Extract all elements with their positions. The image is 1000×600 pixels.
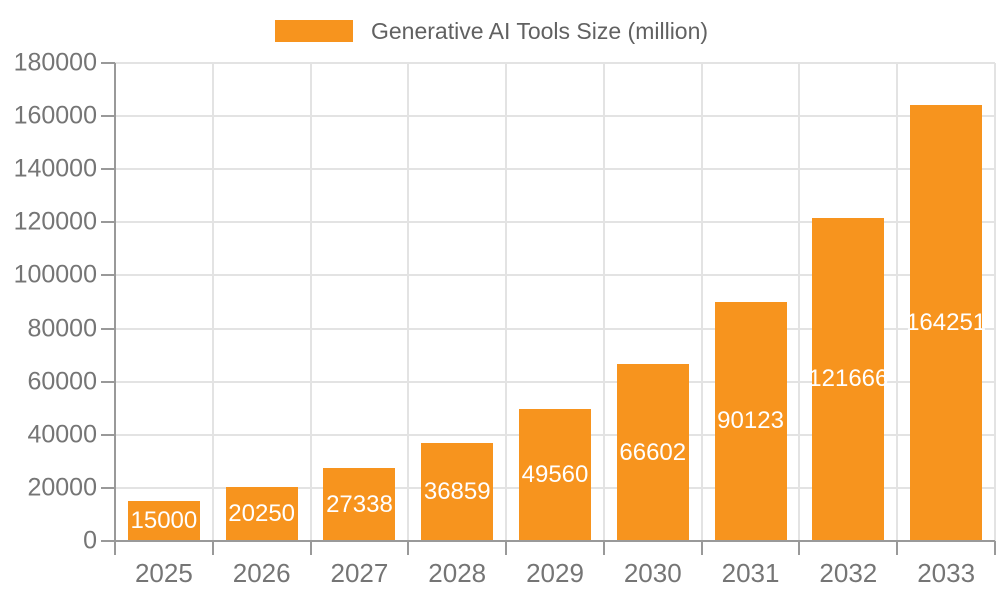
bar-value-label: 27338 [326,490,393,518]
y-axis-label: 0 [83,526,97,555]
bar[interactable] [616,364,689,541]
x-axis-label: 2027 [330,558,389,588]
y-axis-tick [101,274,115,277]
bar[interactable] [421,443,494,541]
bar-value-label: 36859 [423,478,491,506]
x-axis-tick [700,541,703,555]
h-gridline [115,274,995,277]
v-gridline [896,63,899,541]
x-axis-tick [798,541,801,555]
bar-value-label: 15000 [130,507,198,535]
y-axis-tick [101,380,115,383]
bar[interactable] [714,301,787,541]
y-axis-label: 40000 [27,420,97,449]
bar-value-label: 164251 [906,308,987,336]
bar[interactable] [519,409,591,541]
h-gridline [115,168,995,171]
x-axis-label: 2028 [428,558,487,588]
x-axis-tick [211,541,214,555]
bar[interactable] [127,501,200,541]
y-axis-tick [101,62,115,64]
x-axis-tick [994,541,996,555]
bar-value-label: 66602 [619,438,687,466]
bar[interactable] [225,487,298,541]
y-axis-label: 120000 [13,207,97,236]
y-axis-tick [101,433,115,436]
x-axis-tick [309,541,312,555]
x-axis-label: 2030 [623,558,682,588]
v-gridline [700,63,703,541]
bar[interactable] [323,468,396,541]
x-axis-label: 2033 [917,558,976,588]
bar-value-label: 49560 [521,461,589,489]
x-axis-label: 2031 [721,558,780,588]
v-gridline [211,63,214,541]
x-axis-tick [407,541,410,555]
bar[interactable] [812,217,885,541]
v-gridline [798,63,801,541]
h-gridline [115,221,995,224]
x-axis-label: 2026 [232,558,291,588]
v-gridline [602,63,605,541]
legend[interactable]: Generative AI Tools Size (million) [275,17,708,45]
h-gridline [115,115,995,118]
legend-label: Generative AI Tools Size (million) [371,18,709,44]
h-gridline [115,380,995,383]
bar-value-label: 20250 [228,500,296,528]
x-axis-line [101,540,995,542]
x-axis-label: 2025 [134,558,193,588]
y-axis-tick [101,221,115,224]
v-gridline [407,63,410,541]
h-gridline [115,327,995,330]
y-axis-label: 100000 [13,260,97,289]
y-axis-tick [101,115,115,118]
x-axis-label: 2029 [526,558,584,588]
y-axis-label: 180000 [13,48,97,77]
v-gridline [505,63,508,541]
x-axis-tick [505,541,508,555]
v-gridline [309,63,312,541]
bar[interactable] [910,104,983,541]
legend-swatch [275,20,353,42]
y-axis-label: 160000 [13,101,97,130]
y-axis-tick [101,168,115,171]
h-gridline [115,62,995,64]
y-axis-label: 80000 [27,314,97,343]
y-axis-label: 60000 [27,367,97,396]
bar-value-label: 121666 [808,365,889,393]
x-axis-tick [896,541,899,555]
y-axis-line [114,63,116,555]
bar-value-label: 90123 [717,407,784,435]
x-axis-label: 2032 [819,558,878,588]
y-axis-tick [101,327,115,330]
y-axis-label: 20000 [27,473,97,502]
x-axis-tick [602,541,605,555]
y-axis-label: 140000 [13,154,97,183]
y-axis-tick [101,486,115,489]
v-gridline [994,63,996,541]
